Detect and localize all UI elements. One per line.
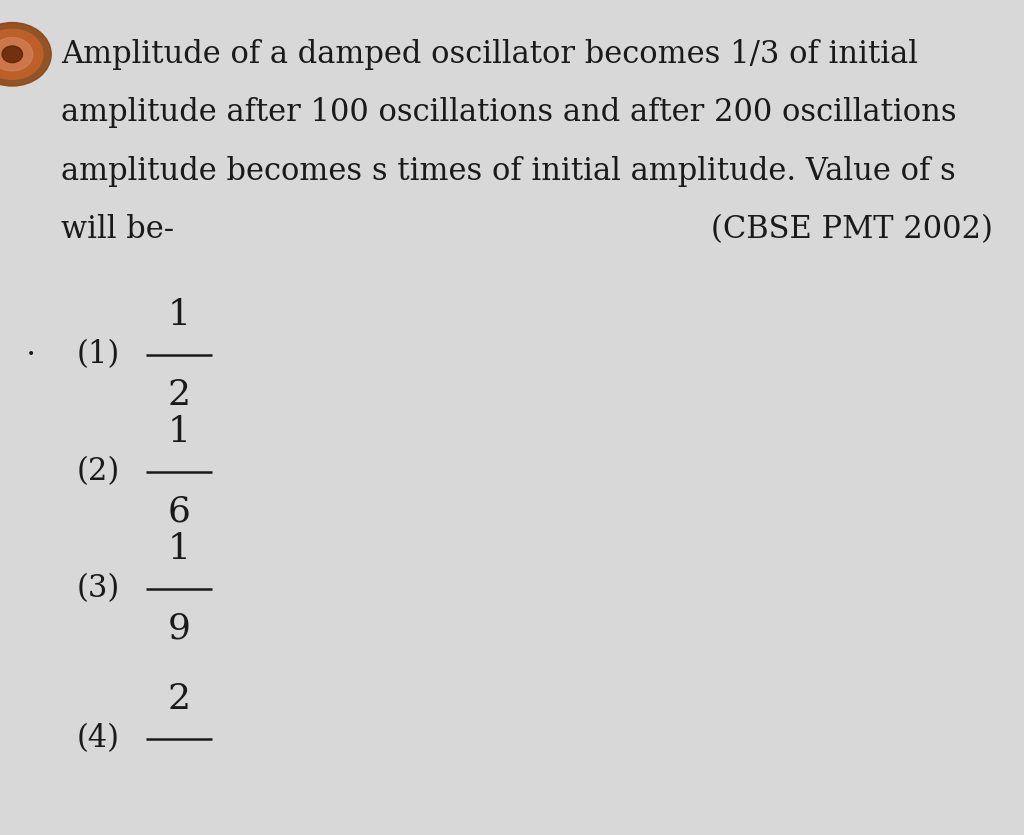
Text: 9: 9 (168, 612, 190, 645)
Text: amplitude becomes s times of initial amplitude. Value of s: amplitude becomes s times of initial amp… (61, 155, 956, 187)
Circle shape (0, 29, 43, 79)
Text: (4): (4) (77, 723, 120, 755)
Text: 1: 1 (168, 532, 190, 565)
Circle shape (0, 23, 51, 86)
Text: 1: 1 (168, 298, 190, 331)
Text: amplitude after 100 oscillations and after 200 oscillations: amplitude after 100 oscillations and aft… (61, 97, 957, 129)
Text: (1): (1) (77, 339, 120, 371)
Text: •: • (27, 348, 35, 362)
Text: 1: 1 (168, 415, 190, 448)
Text: 2: 2 (168, 378, 190, 412)
Text: will be-: will be- (61, 214, 174, 245)
Circle shape (0, 38, 33, 71)
Text: (3): (3) (77, 573, 120, 605)
Text: 6: 6 (168, 495, 190, 529)
Text: (CBSE PMT 2002): (CBSE PMT 2002) (712, 214, 993, 245)
Text: (2): (2) (77, 456, 120, 488)
Text: Amplitude of a damped oscillator becomes 1/3 of initial: Amplitude of a damped oscillator becomes… (61, 38, 919, 70)
Text: 2: 2 (168, 682, 190, 716)
Circle shape (2, 46, 23, 63)
